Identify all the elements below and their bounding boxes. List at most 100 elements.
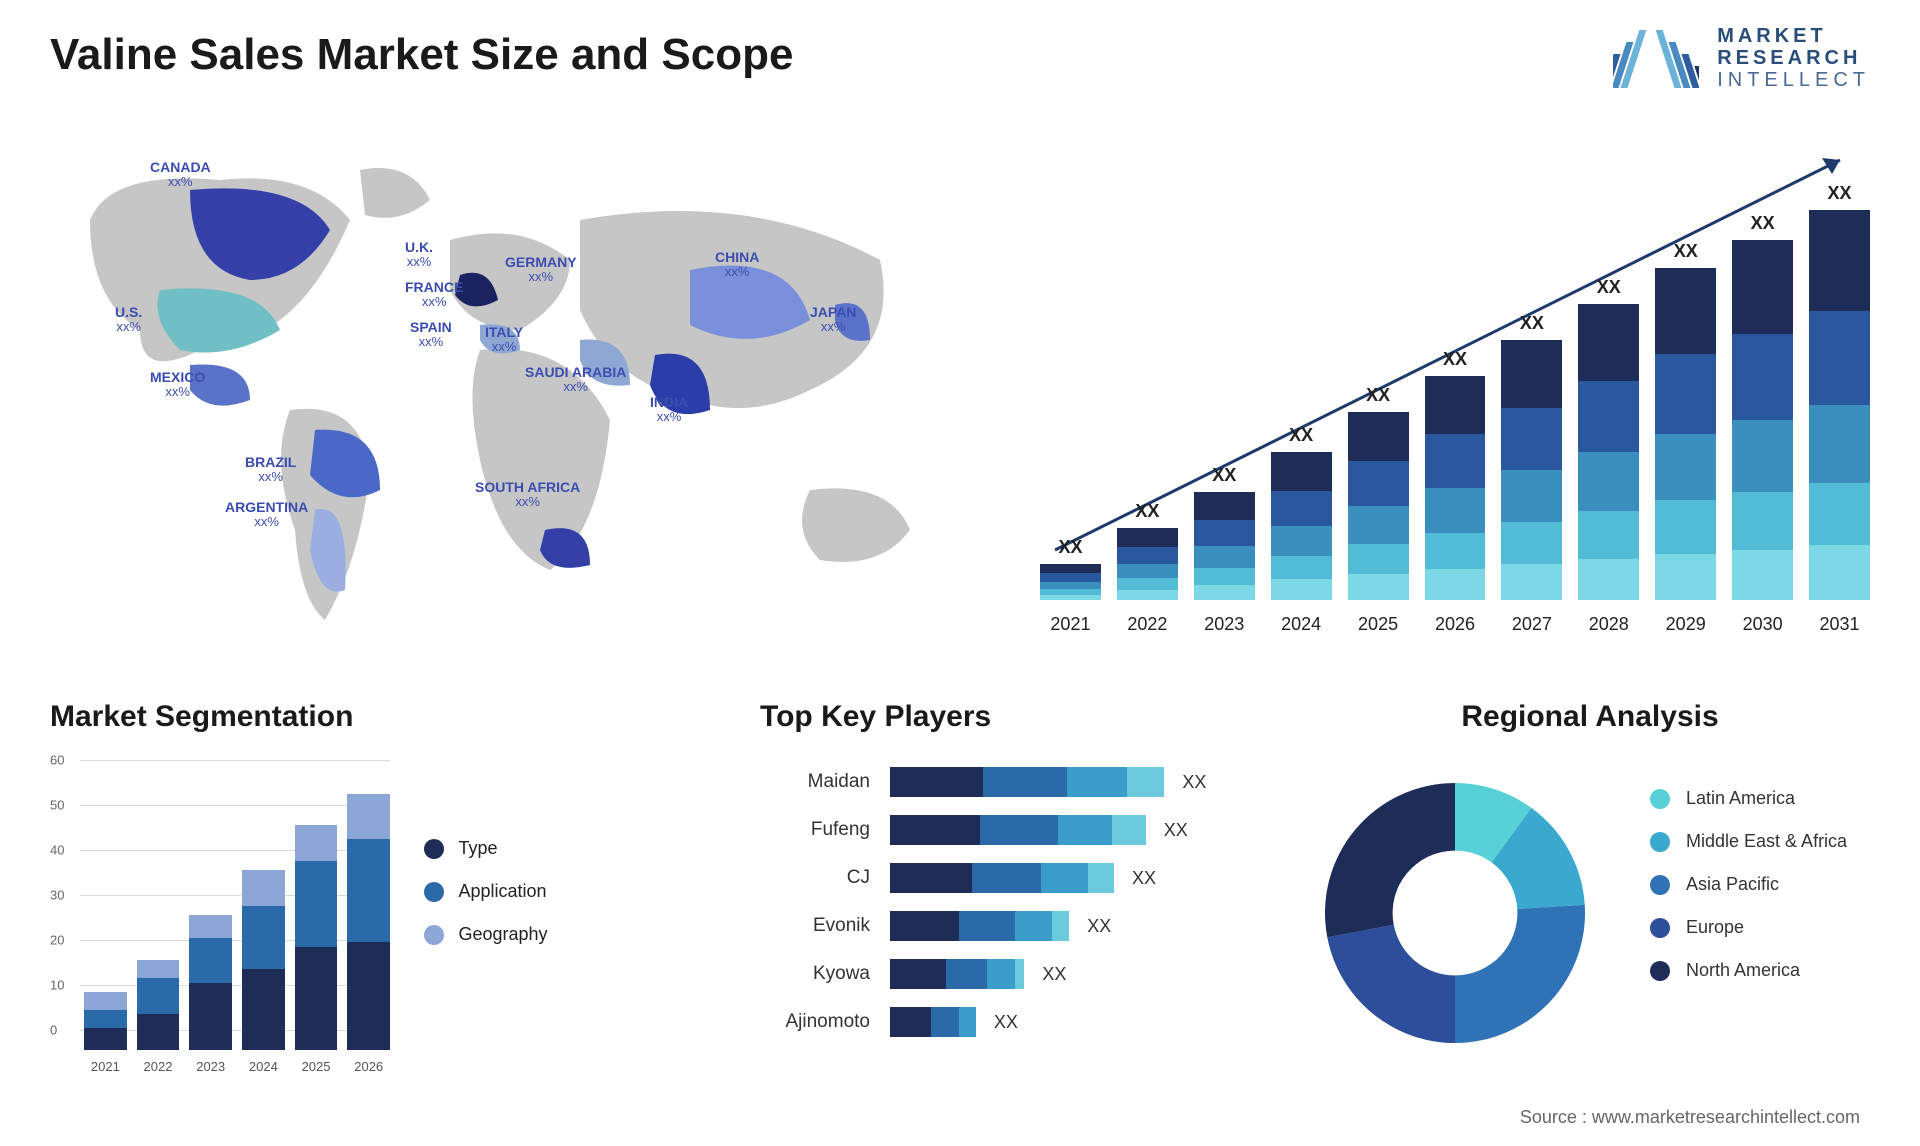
bar-segment: [1194, 520, 1255, 546]
bar-segment: [1040, 595, 1101, 600]
player-segment: [1015, 911, 1052, 941]
world-map: CANADAxx%U.S.xx%MEXICOxx%BRAZILxx%ARGENT…: [50, 130, 950, 650]
legend-label: Middle East & Africa: [1686, 831, 1847, 852]
main-bar: XX: [1348, 385, 1409, 600]
player-value: XX: [1182, 772, 1206, 793]
bar-segment: [1117, 547, 1178, 564]
player-bar: XX: [890, 1007, 1260, 1037]
bar-segment: [1578, 304, 1639, 381]
player-segment: [931, 1007, 959, 1037]
map-label-china: CHINAxx%: [715, 250, 759, 280]
player-value: XX: [1132, 868, 1156, 889]
player-segment: [890, 863, 972, 893]
bar-segment: [1732, 550, 1793, 600]
main-bar: XX: [1578, 277, 1639, 600]
main-bar: XX: [1271, 425, 1332, 600]
main-bar: XX: [1117, 501, 1178, 600]
legend-label: Asia Pacific: [1686, 874, 1779, 895]
legend-item: Middle East & Africa: [1650, 831, 1847, 852]
page-title: Valine Sales Market Size and Scope: [50, 30, 793, 80]
main-xlabel: 2025: [1348, 614, 1409, 635]
player-segment: [987, 959, 1015, 989]
bar-segment: [1655, 554, 1716, 600]
player-segment: [972, 863, 1041, 893]
segmentation-panel: Market Segmentation 0102030405060 202120…: [50, 700, 590, 1078]
player-segment: [946, 959, 987, 989]
players-list: MaidanXXFufengXXCJXXEvonikXXKyowaXXAjino…: [760, 758, 1260, 1046]
legend-item: Geography: [424, 924, 547, 945]
seg-segment: [189, 983, 232, 1051]
player-name: Ajinomoto: [760, 1011, 890, 1033]
legend-label: Europe: [1686, 917, 1744, 938]
bar-segment: [1501, 340, 1562, 408]
players-panel: Top Key Players MaidanXXFufengXXCJXXEvon…: [760, 700, 1260, 1046]
player-name: Kyowa: [760, 963, 890, 985]
map-label-france: FRANCExx%: [405, 280, 463, 310]
main-bar: XX: [1425, 349, 1486, 600]
player-value: XX: [1164, 820, 1188, 841]
seg-segment: [189, 938, 232, 983]
map-label-japan: JAPANxx%: [810, 305, 856, 335]
map-label-saudi-arabia: SAUDI ARABIAxx%: [525, 365, 626, 395]
player-row: CJ XX: [760, 854, 1260, 902]
main-bar: XX: [1655, 241, 1716, 600]
player-name: CJ: [760, 867, 890, 889]
bar-segment: [1732, 492, 1793, 550]
bar-segment: [1425, 434, 1486, 488]
bar-segment: [1194, 568, 1255, 585]
seg-ylabel: 50: [50, 798, 64, 813]
bar-segment: [1732, 420, 1793, 492]
bar-segment: [1655, 268, 1716, 354]
bar-segment: [1425, 488, 1486, 533]
bar-segment: [1578, 381, 1639, 452]
player-segment: [1112, 815, 1146, 845]
map-label-south-africa: SOUTH AFRICAxx%: [475, 480, 580, 510]
seg-segment: [84, 1010, 127, 1028]
legend-item: Application: [424, 881, 547, 902]
logo-text: MARKET RESEARCH INTELLECT: [1717, 25, 1870, 91]
seg-segment: [189, 915, 232, 938]
donut-slice: [1325, 783, 1455, 937]
main-bar: XX: [1194, 465, 1255, 600]
map-label-argentina: ARGENTINAxx%: [225, 500, 308, 530]
player-segment: [1127, 767, 1164, 797]
bar-segment: [1732, 334, 1793, 420]
bar-segment: [1809, 210, 1870, 311]
player-segment: [1015, 959, 1024, 989]
seg-ylabel: 60: [50, 753, 64, 768]
legend-item: Europe: [1650, 917, 1847, 938]
main-xlabel: 2030: [1732, 614, 1793, 635]
donut-slice: [1455, 905, 1585, 1043]
map-label-india: INDIAxx%: [650, 395, 688, 425]
bar-segment: [1348, 412, 1409, 461]
main-xlabel: 2024: [1271, 614, 1332, 635]
bar-value-label: XX: [1425, 349, 1486, 370]
bar-segment: [1040, 573, 1101, 582]
player-segment: [959, 1007, 976, 1037]
main-xlabel: 2031: [1809, 614, 1870, 635]
map-label-u-k-: U.K.xx%: [405, 240, 433, 270]
legend-item: Latin America: [1650, 788, 1847, 809]
logo-line1: MARKET: [1717, 25, 1870, 47]
segmentation-legend: TypeApplicationGeography: [424, 838, 547, 967]
bar-segment: [1348, 544, 1409, 574]
bar-segment: [1655, 354, 1716, 434]
seg-segment: [84, 1028, 127, 1051]
player-segment: [1088, 863, 1114, 893]
source-label: Source : www.marketresearchintellect.com: [1520, 1107, 1860, 1128]
legend-swatch: [1650, 832, 1670, 852]
player-segment: [983, 767, 1067, 797]
seg-xlabel: 2024: [242, 1059, 285, 1074]
bar-segment: [1809, 483, 1870, 545]
legend-item: Asia Pacific: [1650, 874, 1847, 895]
bar-value-label: XX: [1348, 385, 1409, 406]
bar-segment: [1271, 579, 1332, 600]
player-name: Maidan: [760, 771, 890, 793]
seg-segment: [137, 978, 180, 1014]
seg-bar: [137, 960, 180, 1050]
player-segment: [890, 959, 946, 989]
legend-label: North America: [1686, 960, 1800, 981]
bar-segment: [1425, 569, 1486, 600]
player-row: KyowaXX: [760, 950, 1260, 998]
player-row: EvonikXX: [760, 902, 1260, 950]
